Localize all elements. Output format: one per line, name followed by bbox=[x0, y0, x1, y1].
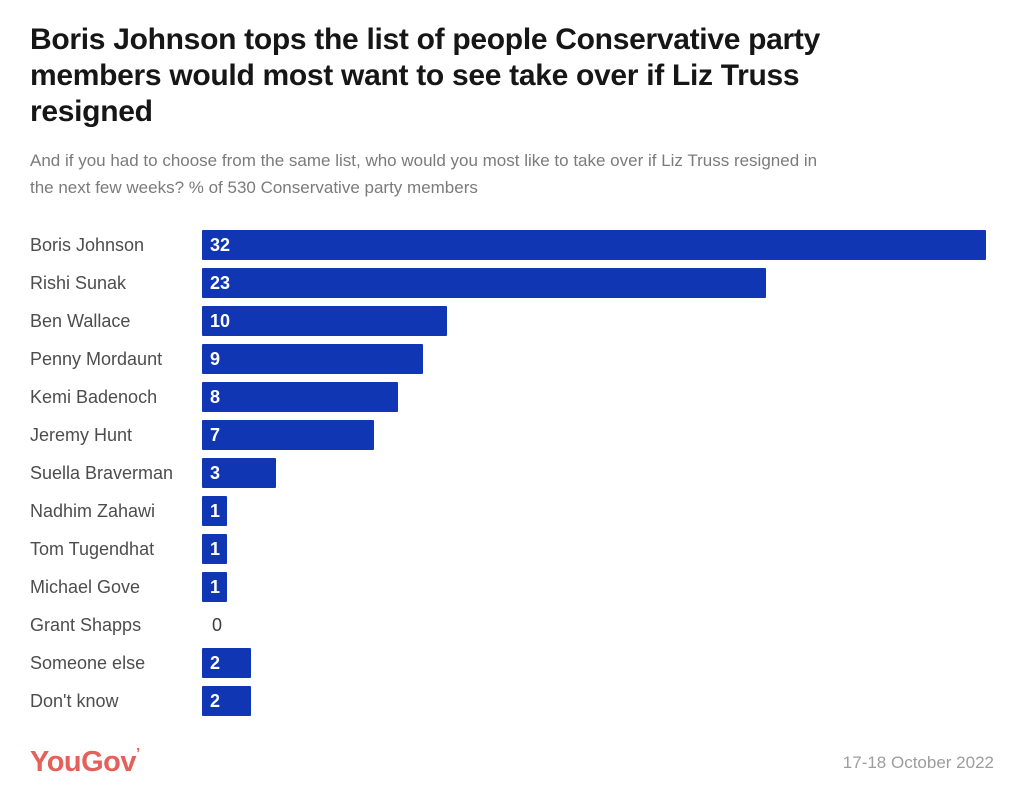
chart-row: Someone else 2 bbox=[30, 644, 994, 682]
bar-area: 0 bbox=[202, 610, 986, 640]
chart-title-line-1: Boris Johnson tops the list of people Co… bbox=[30, 23, 821, 56]
chart-title: Boris Johnson tops the list of people Co… bbox=[30, 0, 994, 130]
category-label: Don't know bbox=[30, 690, 119, 711]
chart-row: Suella Braverman 3 bbox=[30, 454, 994, 492]
bar: 8 bbox=[202, 382, 398, 412]
bar: 2 bbox=[202, 648, 251, 678]
bar-value-label: 0 bbox=[212, 614, 223, 635]
bar-value-label: 3 bbox=[210, 463, 221, 483]
bar-value-label: 10 bbox=[210, 311, 231, 331]
bar-value-label: 2 bbox=[210, 691, 221, 711]
category-label: Suella Braverman bbox=[30, 462, 174, 483]
bar-area: 1 bbox=[202, 496, 986, 526]
bar-area: 9 bbox=[202, 344, 986, 374]
bar: 10 bbox=[202, 306, 447, 336]
category-label: Nadhim Zahawi bbox=[30, 500, 156, 521]
category-label: Ben Wallace bbox=[30, 310, 131, 331]
category-label: Rishi Sunak bbox=[30, 272, 127, 293]
bar-area: 8 bbox=[202, 382, 986, 412]
bar: 1 bbox=[202, 534, 227, 564]
bar-value-label: 9 bbox=[210, 349, 221, 369]
chart-row: Nadhim Zahawi 1 bbox=[30, 492, 994, 530]
chart-title-line-2: members would most want to see take over… bbox=[30, 59, 800, 92]
chart-subtitle-line-2: the next few weeks? % of 530 Conservativ… bbox=[30, 178, 478, 197]
chart-subtitle: And if you had to choose from the same l… bbox=[30, 147, 994, 201]
category-label: Jeremy Hunt bbox=[30, 424, 133, 445]
chart-row: Michael Gove 1 bbox=[30, 568, 994, 606]
bar-area: 1 bbox=[202, 572, 986, 602]
category-label: Michael Gove bbox=[30, 576, 141, 597]
category-label: Kemi Badenoch bbox=[30, 386, 158, 407]
chart-row: Don't know 2 bbox=[30, 682, 994, 720]
category-label: Tom Tugendhat bbox=[30, 538, 155, 559]
bar-value-label: 23 bbox=[210, 273, 231, 293]
bar-area: 7 bbox=[202, 420, 986, 450]
chart-subtitle-line-1: And if you had to choose from the same l… bbox=[30, 151, 818, 170]
chart-row: Boris Johnson 32 bbox=[30, 226, 994, 264]
bar-value-label: 7 bbox=[210, 425, 221, 445]
yougov-logo: YouGov’ bbox=[30, 746, 140, 779]
bar-value-label: 1 bbox=[210, 501, 221, 521]
fieldwork-date: 17-18 October 2022 bbox=[842, 752, 994, 772]
bar-area: 23 bbox=[202, 268, 986, 298]
bar: 3 bbox=[202, 458, 276, 488]
bar: 9 bbox=[202, 344, 423, 374]
chart-title-line-3: resigned bbox=[30, 95, 153, 128]
bar-area: 32 bbox=[202, 230, 986, 260]
category-label: Grant Shapps bbox=[30, 614, 142, 635]
bar-value-label: 32 bbox=[210, 235, 231, 255]
bar-area: 1 bbox=[202, 534, 986, 564]
chart-footer: YouGov’ 17-18 October 2022 bbox=[30, 746, 994, 779]
bar-area: 2 bbox=[202, 686, 986, 716]
chart-row: Ben Wallace 10 bbox=[30, 302, 994, 340]
yougov-logo-text: YouGov bbox=[30, 746, 137, 778]
category-label: Penny Mordaunt bbox=[30, 348, 163, 369]
category-label: Someone else bbox=[30, 652, 146, 673]
bar-value-label: 2 bbox=[210, 653, 221, 673]
bar-value-label: 1 bbox=[210, 539, 221, 559]
bar: 7 bbox=[202, 420, 374, 450]
bar: 2 bbox=[202, 686, 251, 716]
bar: 32 bbox=[202, 230, 986, 260]
chart-row: Grant Shapps 0 bbox=[30, 606, 994, 644]
bar-chart: Boris Johnson 32 Rishi Sunak 23 Ben Wallace 1… bbox=[30, 226, 994, 720]
category-label: Boris Johnson bbox=[30, 234, 145, 255]
bar-area: 3 bbox=[202, 458, 986, 488]
bar-value-label: 8 bbox=[210, 387, 221, 407]
bar-value-label: 1 bbox=[210, 577, 221, 597]
bar-area: 2 bbox=[202, 648, 986, 678]
chart-row: Jeremy Hunt 7 bbox=[30, 416, 994, 454]
chart-row: Kemi Badenoch 8 bbox=[30, 378, 994, 416]
bar-area: 10 bbox=[202, 306, 986, 336]
chart-row: Rishi Sunak 23 bbox=[30, 264, 994, 302]
chart-row: Penny Mordaunt 9 bbox=[30, 340, 994, 378]
logo-tick-icon: ’ bbox=[136, 745, 140, 762]
bar: 1 bbox=[202, 496, 227, 526]
bar: 1 bbox=[202, 572, 227, 602]
bar: 23 bbox=[202, 268, 766, 298]
chart-row: Tom Tugendhat 1 bbox=[30, 530, 994, 568]
